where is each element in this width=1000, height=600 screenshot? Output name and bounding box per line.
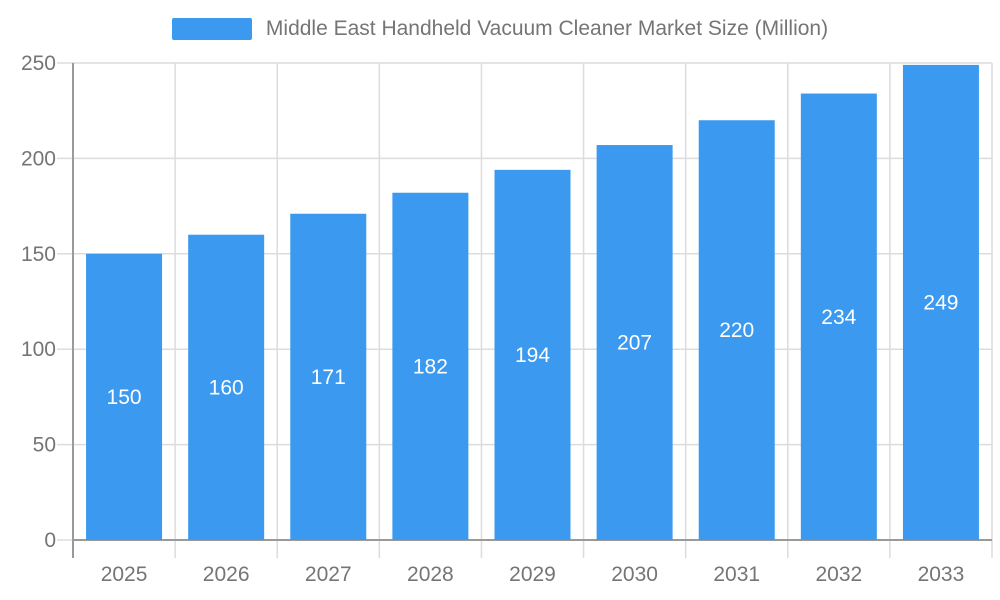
bar-value-label: 160 — [209, 376, 244, 399]
y-tick-label: 0 — [44, 529, 56, 552]
legend: Middle East Handheld Vacuum Cleaner Mark… — [0, 17, 1000, 41]
bar-value-label: 171 — [311, 366, 346, 389]
x-tick-label: 2025 — [101, 563, 148, 586]
x-tick-label: 2031 — [713, 563, 760, 586]
bar-2029[interactable] — [494, 169, 571, 540]
y-tick-label: 200 — [21, 147, 56, 170]
x-tick-label: 2030 — [611, 563, 658, 586]
legend-label: Middle East Handheld Vacuum Cleaner Mark… — [265, 17, 829, 40]
bar-2025[interactable] — [86, 253, 163, 541]
legend-item-market-size[interactable]: Middle East Handheld Vacuum Cleaner Mark… — [171, 17, 829, 41]
x-tick-label: 2028 — [407, 563, 454, 586]
y-tick-label: 150 — [21, 243, 56, 266]
y-tick-label: 250 — [21, 52, 56, 75]
bar-value-label: 207 — [617, 332, 652, 355]
bar-2030[interactable] — [596, 145, 673, 540]
bar-2027[interactable] — [290, 213, 367, 540]
bar-2028[interactable] — [392, 192, 469, 540]
x-tick-label: 2029 — [509, 563, 556, 586]
bar-value-label: 234 — [821, 306, 856, 329]
y-tick-label: 50 — [33, 434, 56, 457]
bar-2032[interactable] — [800, 93, 877, 540]
x-tick-label: 2026 — [203, 563, 250, 586]
x-tick-label: 2033 — [918, 563, 965, 586]
legend-swatch — [171, 18, 252, 40]
bar-value-label: 249 — [923, 291, 958, 314]
y-tick-label: 100 — [21, 338, 56, 361]
bar-2031[interactable] — [698, 120, 775, 541]
x-tick-label: 2027 — [305, 563, 352, 586]
bar-value-label: 220 — [719, 319, 754, 342]
x-tick-label: 2032 — [815, 563, 862, 586]
bar-value-label: 150 — [107, 386, 142, 409]
bar-2033[interactable] — [902, 64, 979, 541]
bar-value-label: 194 — [515, 344, 550, 367]
bar-value-label: 182 — [413, 355, 448, 378]
bar-2026[interactable] — [188, 234, 265, 540]
